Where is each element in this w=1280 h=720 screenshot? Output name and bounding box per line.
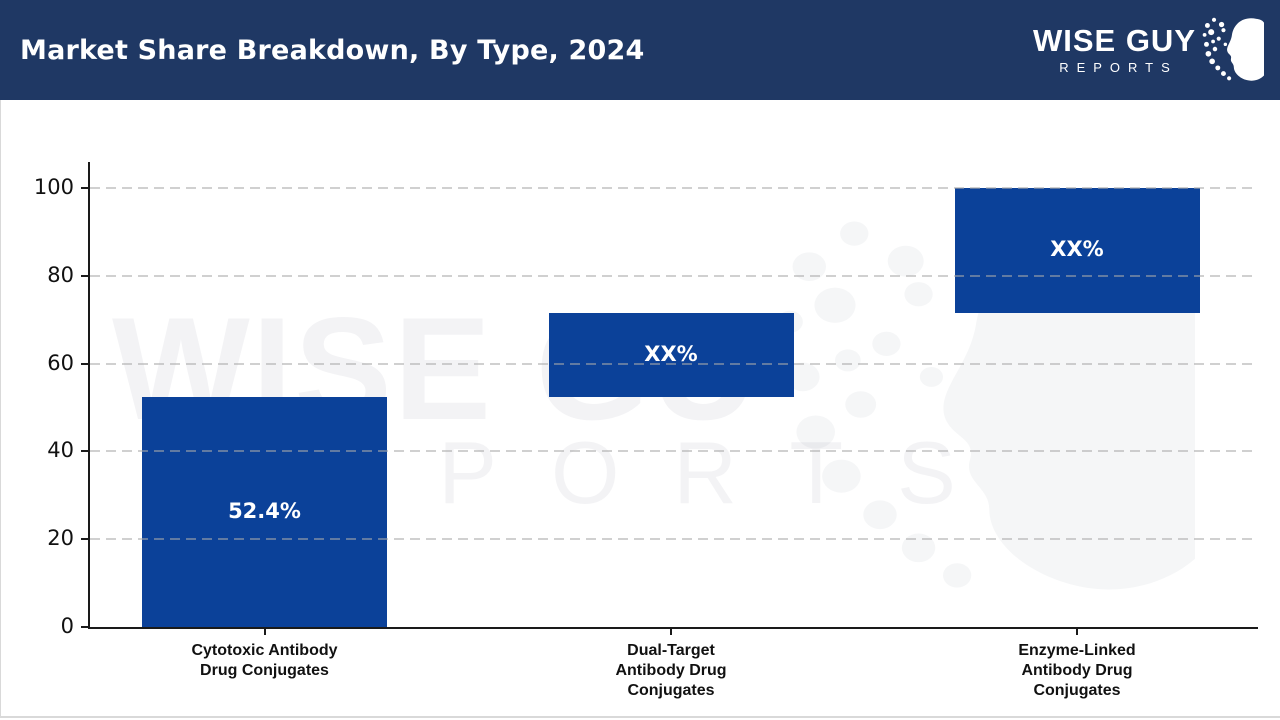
wiseguy-logo: WISE GUY REPORTS: [1033, 6, 1264, 94]
bar-segment: [142, 396, 387, 627]
x-axis-category-label: Cytotoxic Antibody Drug Conjugates: [191, 642, 338, 679]
y-axis-tick: [81, 362, 89, 365]
x-axis-category-label: Enzyme-Linked Antibody Drug Conjugates: [1018, 642, 1136, 699]
y-axis-tick-label: 60: [47, 350, 74, 375]
x-axis-tick: [263, 628, 266, 635]
y-axis-tick-label: 80: [47, 262, 74, 287]
bar-segment: [548, 312, 794, 397]
y-axis-tick: [81, 187, 89, 189]
bar-segment: [954, 188, 1200, 313]
gridline: [90, 450, 1258, 453]
logo-wordmark: WISE GUY: [1032, 23, 1196, 59]
page-border-left: [0, 100, 1, 717]
x-axis-category-label: Dual-Target Antibody Drug Conjugates: [615, 642, 727, 699]
logo-subtitle: REPORTS: [1059, 59, 1178, 75]
y-axis-tick: [81, 450, 89, 453]
x-axis-tick: [1076, 628, 1078, 635]
y-axis-tick-label: 20: [47, 526, 74, 551]
logo-face-icon: [1202, 17, 1264, 81]
y-axis-tick-label: 40: [47, 438, 74, 463]
bar-value-label: XX%: [644, 341, 698, 366]
y-axis-tick-label: 0: [60, 614, 74, 638]
bar-value-label: XX%: [1050, 237, 1104, 262]
gridline: [90, 274, 1258, 277]
page-title: Market Share Breakdown, By Type, 2024: [20, 34, 645, 66]
x-axis-tick: [670, 628, 672, 635]
y-axis-tick: [81, 626, 89, 628]
gridline: [90, 362, 1258, 365]
x-axis-spine: [88, 627, 1258, 629]
y-axis-spine: [88, 162, 90, 628]
page-border-bottom: [0, 716, 1280, 718]
bar-value-label: 52.4%: [228, 498, 301, 523]
y-axis-tick: [81, 538, 89, 541]
y-axis-tick: [81, 274, 89, 277]
gridline: [90, 187, 1258, 189]
header: Market Share Breakdown, By Type, 2024 WI…: [0, 0, 1280, 100]
logo-text: WISE GUY REPORTS: [1033, 25, 1196, 75]
gridline: [90, 538, 1258, 541]
y-axis-tick-label: 100: [33, 175, 74, 199]
